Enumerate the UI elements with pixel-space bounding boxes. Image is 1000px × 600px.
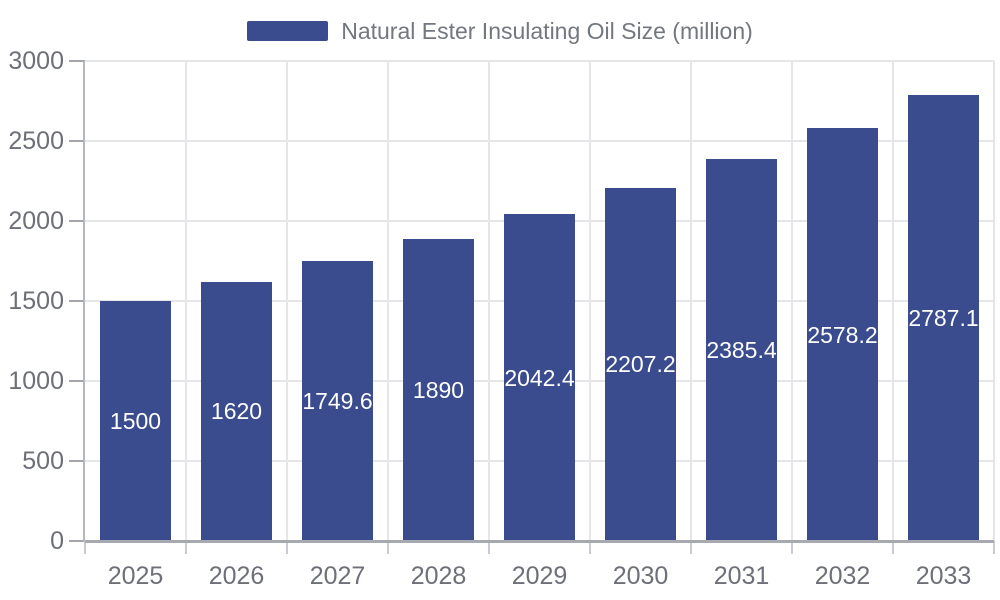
bar[interactable] <box>706 159 777 540</box>
y-axis-tick-label: 1500 <box>8 287 64 315</box>
bar-value-label: 1749.6 <box>302 388 373 415</box>
gridline-vertical <box>589 61 591 541</box>
y-axis-line <box>83 61 85 541</box>
x-axis-label: 2031 <box>713 562 770 590</box>
x-axis-label: 2029 <box>511 562 568 590</box>
y-axis-tick-label: 2500 <box>8 127 64 155</box>
bar-value-label: 2207.2 <box>605 351 676 378</box>
y-axis-tick <box>69 540 85 542</box>
x-axis-label: 2026 <box>208 562 265 590</box>
y-axis-tick <box>69 140 85 142</box>
bar[interactable] <box>504 214 575 540</box>
x-axis-line <box>85 540 994 543</box>
bar[interactable] <box>302 261 373 540</box>
x-axis-tick <box>892 541 894 554</box>
x-axis-label: 2025 <box>107 562 164 590</box>
bar-value-label: 2787.1 <box>908 305 979 332</box>
bar[interactable] <box>100 301 171 540</box>
legend[interactable]: Natural Ester Insulating Oil Size (milli… <box>0 16 1000 46</box>
bar-value-label: 2385.4 <box>706 337 777 364</box>
x-axis-tick <box>185 541 187 554</box>
gridline-vertical <box>690 61 692 541</box>
x-axis-tick <box>488 541 490 554</box>
y-axis-tick <box>69 380 85 382</box>
y-axis-tick <box>69 300 85 302</box>
y-axis-tick <box>69 460 85 462</box>
bar[interactable] <box>908 95 979 540</box>
legend-label: Natural Ester Insulating Oil Size (milli… <box>341 17 753 44</box>
bar[interactable] <box>201 281 272 540</box>
bar[interactable] <box>605 187 676 540</box>
bar[interactable] <box>807 128 878 540</box>
gridline-horizontal <box>85 60 994 62</box>
x-axis-label: 2032 <box>814 562 871 590</box>
legend-swatch <box>247 21 329 41</box>
bar-value-label: 2578.2 <box>807 321 878 348</box>
x-axis-label: 2027 <box>309 562 366 590</box>
bar-value-label: 1620 <box>210 398 263 425</box>
x-axis-label: 2030 <box>612 562 669 590</box>
x-axis-label: 2033 <box>915 562 972 590</box>
bar-value-label: 2042.4 <box>504 364 575 391</box>
x-axis-tick <box>791 541 793 554</box>
x-axis-tick <box>690 541 692 554</box>
y-axis-tick <box>69 60 85 62</box>
y-axis-tick-label: 2000 <box>8 207 64 235</box>
y-axis-tick-label: 3000 <box>8 47 64 75</box>
gridline-vertical <box>791 61 793 541</box>
bar[interactable] <box>403 238 474 540</box>
y-axis-tick-label: 500 <box>22 447 64 475</box>
bar-value-label: 1890 <box>412 376 465 403</box>
x-axis-tick <box>84 541 86 554</box>
y-axis-tick <box>69 220 85 222</box>
x-axis-tick <box>286 541 288 554</box>
gridline-vertical <box>993 61 995 541</box>
x-axis-tick <box>589 541 591 554</box>
gridline-vertical <box>286 61 288 541</box>
bar-value-label: 1500 <box>109 408 162 434</box>
y-axis-tick-label: 1000 <box>8 367 64 395</box>
y-axis-tick-label: 0 <box>50 527 64 555</box>
x-axis-tick <box>387 541 389 554</box>
gridline-vertical <box>488 61 490 541</box>
gridline-vertical <box>185 61 187 541</box>
gridline-horizontal <box>85 140 994 142</box>
x-axis-tick <box>993 541 995 554</box>
gridline-vertical <box>387 61 389 541</box>
gridline-vertical <box>892 61 894 541</box>
x-axis-label: 2028 <box>410 562 467 590</box>
